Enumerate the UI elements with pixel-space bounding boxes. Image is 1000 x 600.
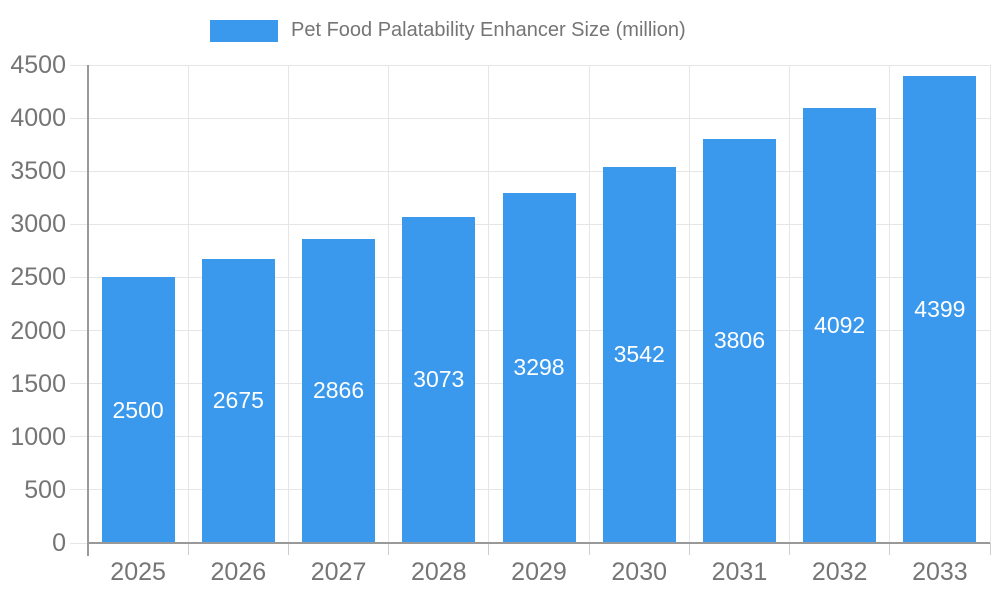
y-axis-tick-label: 3000 (10, 210, 66, 239)
y-axis-tick-label: 2000 (10, 316, 66, 345)
x-axis-tick (588, 543, 590, 555)
x-axis-tick-label: 2033 (912, 558, 968, 586)
bar[interactable]: 2866 (302, 238, 376, 543)
gridline-x (287, 65, 289, 543)
legend-label: Pet Food Palatability Enhancer Size (mil… (291, 19, 686, 41)
bar-value-label: 4399 (914, 295, 966, 322)
x-axis-tick-label: 2026 (210, 558, 267, 586)
y-axis-line (87, 65, 89, 556)
bar-value-label: 3542 (613, 341, 665, 368)
bar-value-label: 3806 (713, 327, 766, 354)
x-axis-line (88, 542, 990, 544)
bar[interactable]: 3073 (402, 216, 476, 543)
bar-value-label: 3298 (513, 354, 565, 381)
y-axis-tick-label: 3500 (10, 157, 66, 186)
bar[interactable]: 4399 (903, 75, 977, 543)
bar[interactable]: 4092 (803, 108, 877, 543)
gridline-x (388, 65, 390, 543)
x-axis-tick (488, 543, 490, 555)
x-axis-tick-label: 2030 (611, 558, 668, 586)
gridline-x (588, 65, 590, 543)
bar[interactable]: 3542 (602, 166, 676, 543)
bar-value-label: 2675 (212, 387, 264, 414)
gridline-x (187, 65, 189, 543)
y-axis-tick-label: 4500 (10, 51, 66, 79)
y-axis-tick-label: 1500 (10, 369, 66, 398)
gridline-x (688, 65, 690, 543)
x-axis-tick-label: 2031 (711, 558, 768, 586)
bar[interactable]: 2500 (101, 277, 175, 543)
x-axis-tick (388, 543, 390, 555)
bar-value-label: 2500 (112, 396, 164, 423)
bar[interactable]: 3298 (502, 192, 576, 543)
x-axis-tick (989, 543, 991, 555)
legend-color-swatch (210, 19, 278, 42)
bar[interactable]: 3806 (702, 138, 776, 543)
x-axis-tick (287, 543, 289, 555)
y-axis-tick-label: 2500 (10, 263, 66, 292)
gridline-x (989, 65, 991, 543)
y-axis-tick-label: 0 (52, 529, 66, 557)
y-axis-tick-label: 1000 (10, 422, 66, 451)
legend-item[interactable]: Pet Food Palatability Enhancer Size (mil… (210, 19, 686, 42)
x-axis-tick (187, 543, 189, 555)
x-axis-tick-label: 2029 (511, 558, 567, 586)
gridline-y (70, 117, 990, 119)
gridline-x (789, 65, 791, 543)
gridline-y (70, 170, 990, 172)
gridline-x (488, 65, 490, 543)
x-axis-tick-label: 2028 (410, 558, 467, 586)
x-axis-tick-label: 2032 (811, 558, 868, 586)
bar-value-label: 2866 (312, 377, 365, 404)
bar-value-label: 3073 (413, 366, 465, 393)
x-axis-tick-label: 2025 (110, 558, 166, 586)
x-axis-tick (889, 543, 891, 555)
x-axis-tick (789, 543, 791, 555)
bar-value-label: 4092 (814, 312, 866, 339)
x-axis-tick (688, 543, 690, 555)
bar[interactable]: 2675 (201, 258, 275, 543)
gridline-y (70, 64, 990, 66)
y-axis-tick-label: 500 (24, 475, 66, 504)
y-axis-tick-label: 4000 (10, 104, 66, 133)
gridline-x (889, 65, 891, 543)
x-axis-tick-label: 2027 (310, 558, 367, 586)
